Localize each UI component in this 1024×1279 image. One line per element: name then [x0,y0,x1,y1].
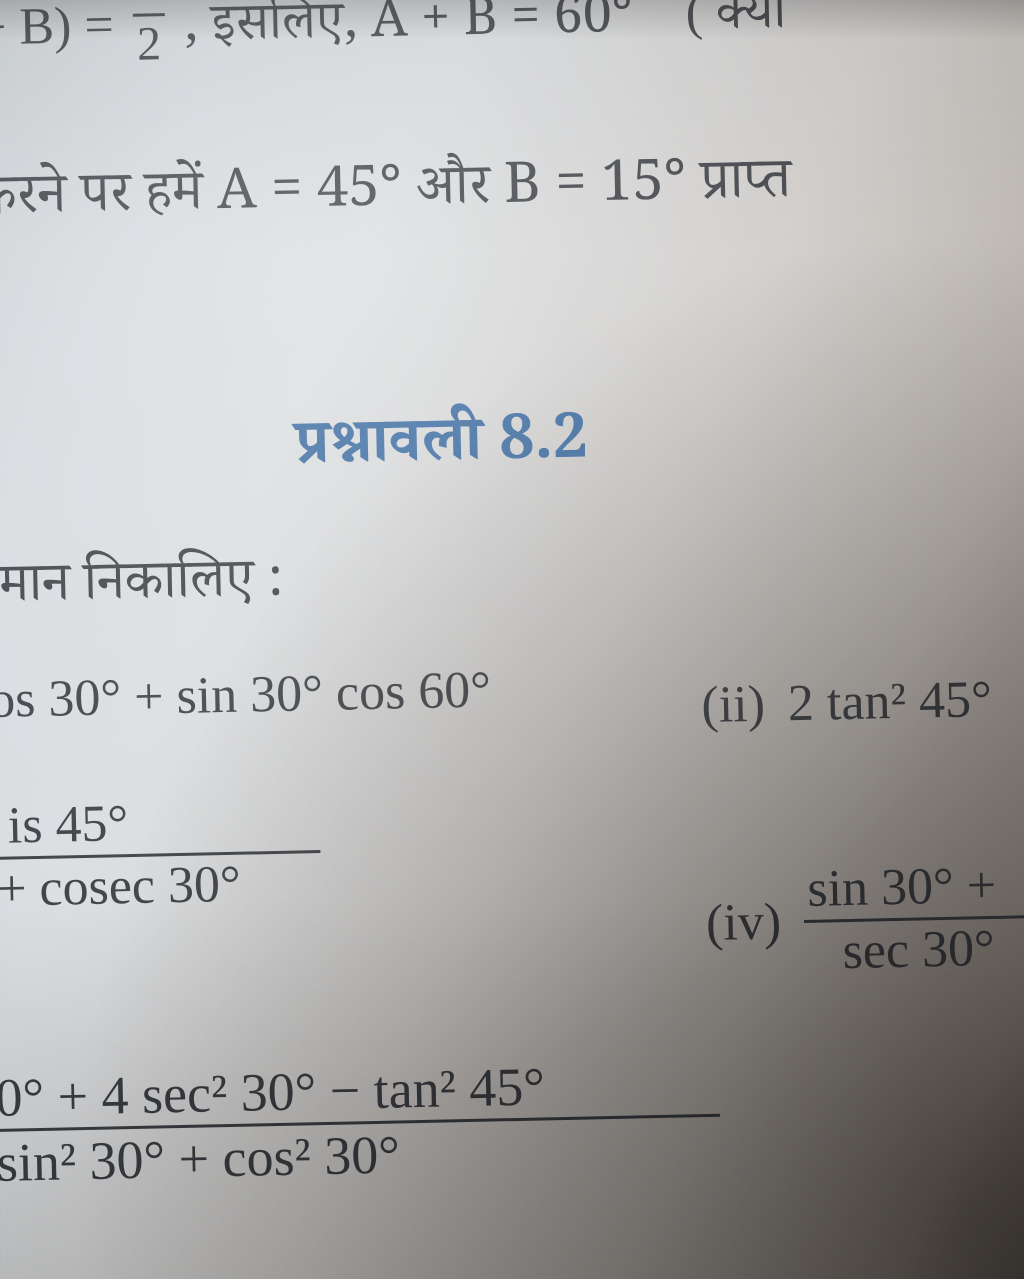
text-line-solution: करने पर हमें A = 45° और B = 15° प्राप्त [0,144,792,248]
question-iv-den: sec 30° [804,915,1024,979]
frag-tail: ( क्या [685,0,787,42]
question-i-expr: os 30° + sin 30° cos 60° [0,660,492,729]
frag-fraction: 2 [132,0,166,69]
question-iv-label: (iv) [705,893,781,952]
text-top-fragment: + B) = 2 , इसलिए, A + B = 60° ( क्या [0,0,787,77]
question-ii: (ii) 2 tan² 45° [701,670,993,735]
question-iv-num: sin 30° + [803,859,1024,920]
question-iii-den: + cosec 30° [0,850,322,916]
page-scan: + B) = 2 , इसलिए, A + B = 60° ( क्या करन… [0,0,1024,1279]
question-ii-label: (ii) [701,676,766,734]
question-iv: (iv) sin 30° + sec 30° [705,859,1024,981]
frag-mid: , इसलिए, A + B = 60° [183,0,634,73]
question-iv-fraction: sin 30° + sec 30° [803,859,1024,979]
frag-prefix: + B) = [0,0,114,56]
frag-frac-num [132,0,164,14]
question-v-fraction: 0° + 4 sec² 30° − tan² 45° sin² 30° + co… [0,1056,721,1190]
question-iii-num: is 45° [0,794,320,857]
question-iii-fraction: is 45° + cosec 30° [0,794,322,916]
exercise-heading: प्रश्नावली 8.2 [295,398,589,501]
question-ii-expr: 2 tan² 45° [787,671,992,732]
question-v-frac: 0° + 4 sec² 30° − tan² 45° sin² 30° + co… [0,1056,721,1190]
instruction-text: मान निकालिए : [0,545,284,635]
frag-frac-den: 2 [132,13,165,69]
question-iii-frac: is 45° + cosec 30° [0,794,322,916]
